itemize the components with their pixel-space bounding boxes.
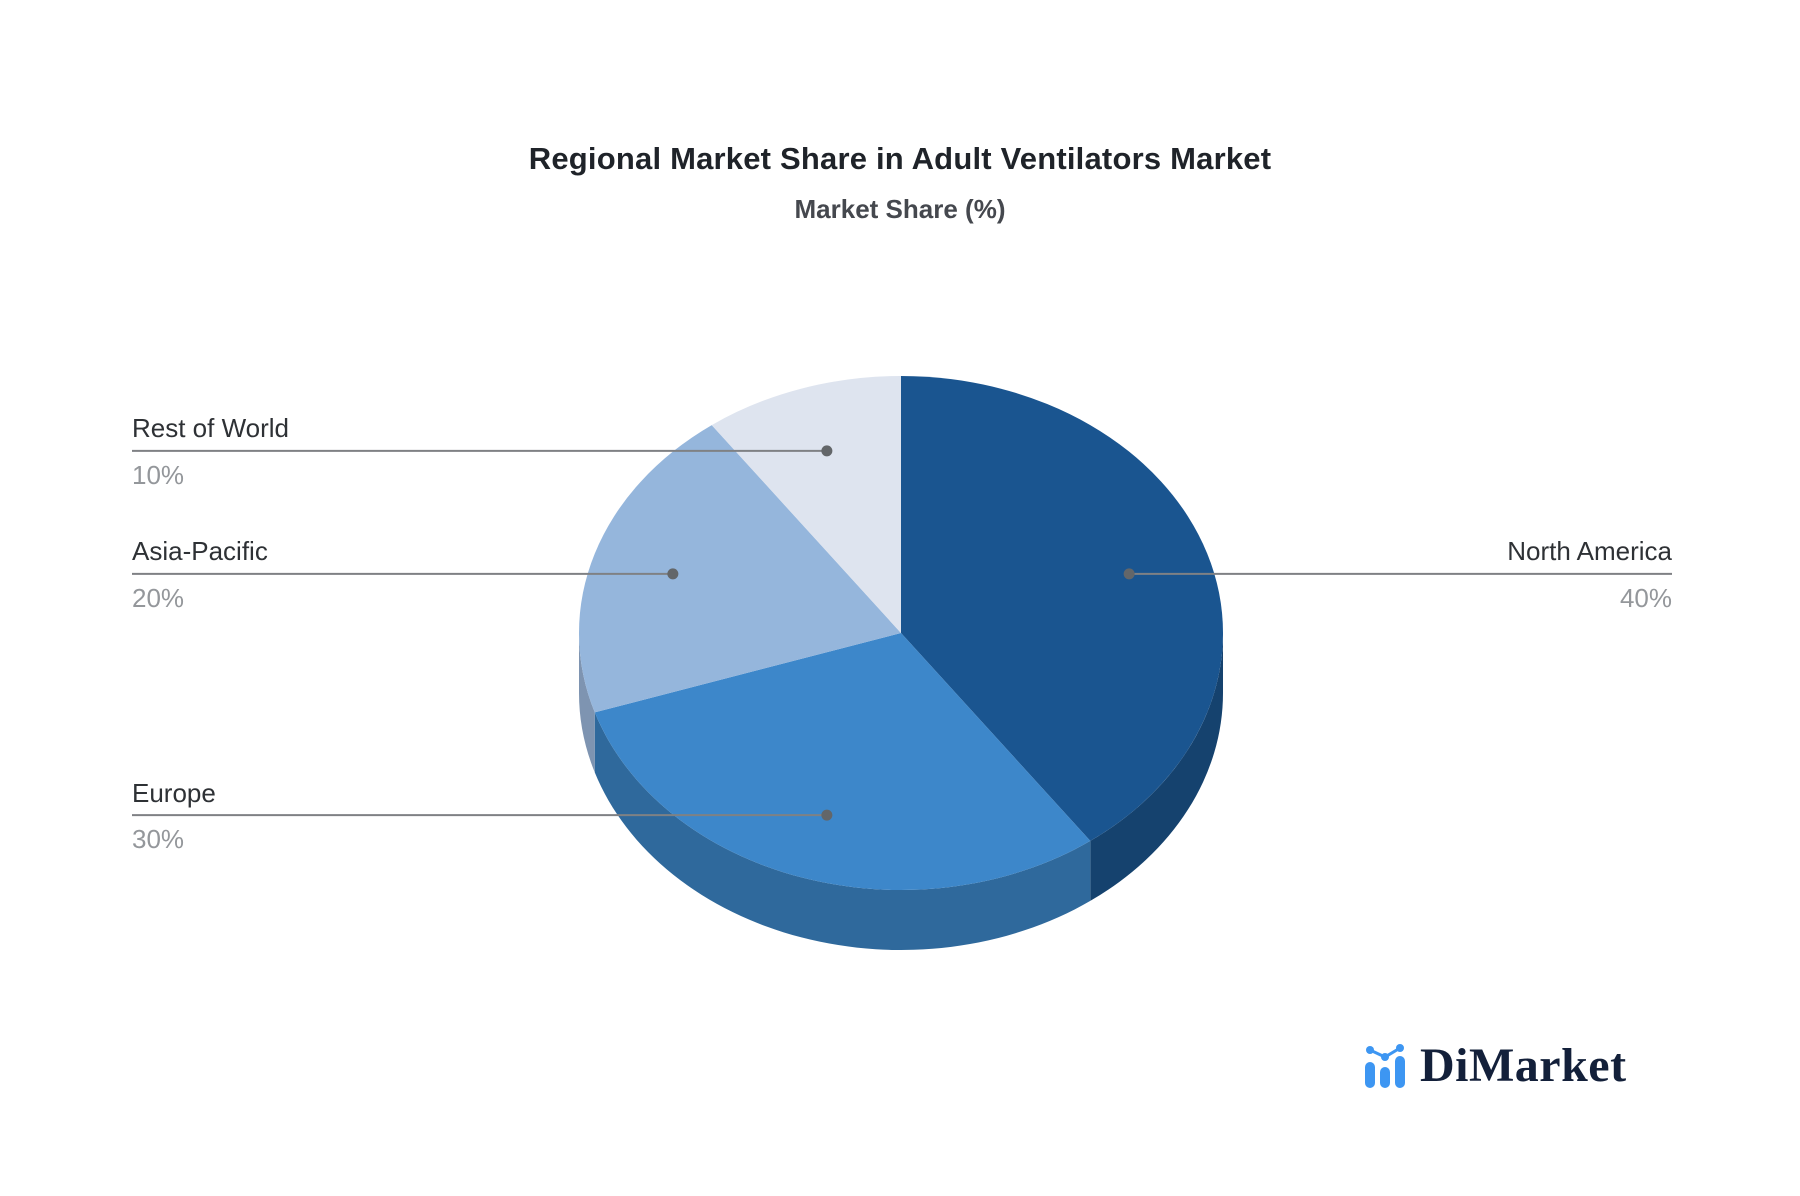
leader-dot-north-america (1123, 568, 1135, 580)
pie-side-north-america (1090, 633, 1223, 901)
slice-percent-rest-of-world: 10% (132, 459, 185, 490)
bar-line-chart-icon (1365, 1044, 1405, 1088)
leader-dot-asia-pacific (667, 568, 679, 580)
pie-side-asia-pacific (579, 633, 595, 773)
pie-slice-north-america[interactable] (901, 376, 1223, 841)
slice-name-rest-of-world: Rest of World (132, 413, 290, 444)
pie-side-europe (594, 712, 1091, 951)
slice-name-north-america: North America (1507, 536, 1672, 567)
slice-percent-north-america: 40% (1619, 582, 1672, 613)
pie-slice-europe[interactable] (594, 633, 1091, 890)
dimarket-logo-text: DiMarket (1420, 1038, 1627, 1092)
slice-percent-europe: 30% (132, 824, 185, 855)
leader-dot-europe (821, 809, 833, 821)
slice-name-europe: Europe (132, 777, 216, 808)
dimarket-logo: DiMarket (1364, 1038, 1627, 1092)
slice-name-asia-pacific: Asia-Pacific (132, 536, 268, 567)
leader-dot-rest-of-world (821, 445, 833, 457)
chart-title: Regional Market Share in Adult Ventilato… (528, 141, 1272, 176)
pie-slice-rest-of-world[interactable] (711, 376, 901, 633)
slice-percent-asia-pacific: 20% (132, 582, 185, 613)
chart-subtitle: Market Share (%) (794, 194, 1006, 224)
pie-slice-asia-pacific[interactable] (579, 425, 901, 713)
